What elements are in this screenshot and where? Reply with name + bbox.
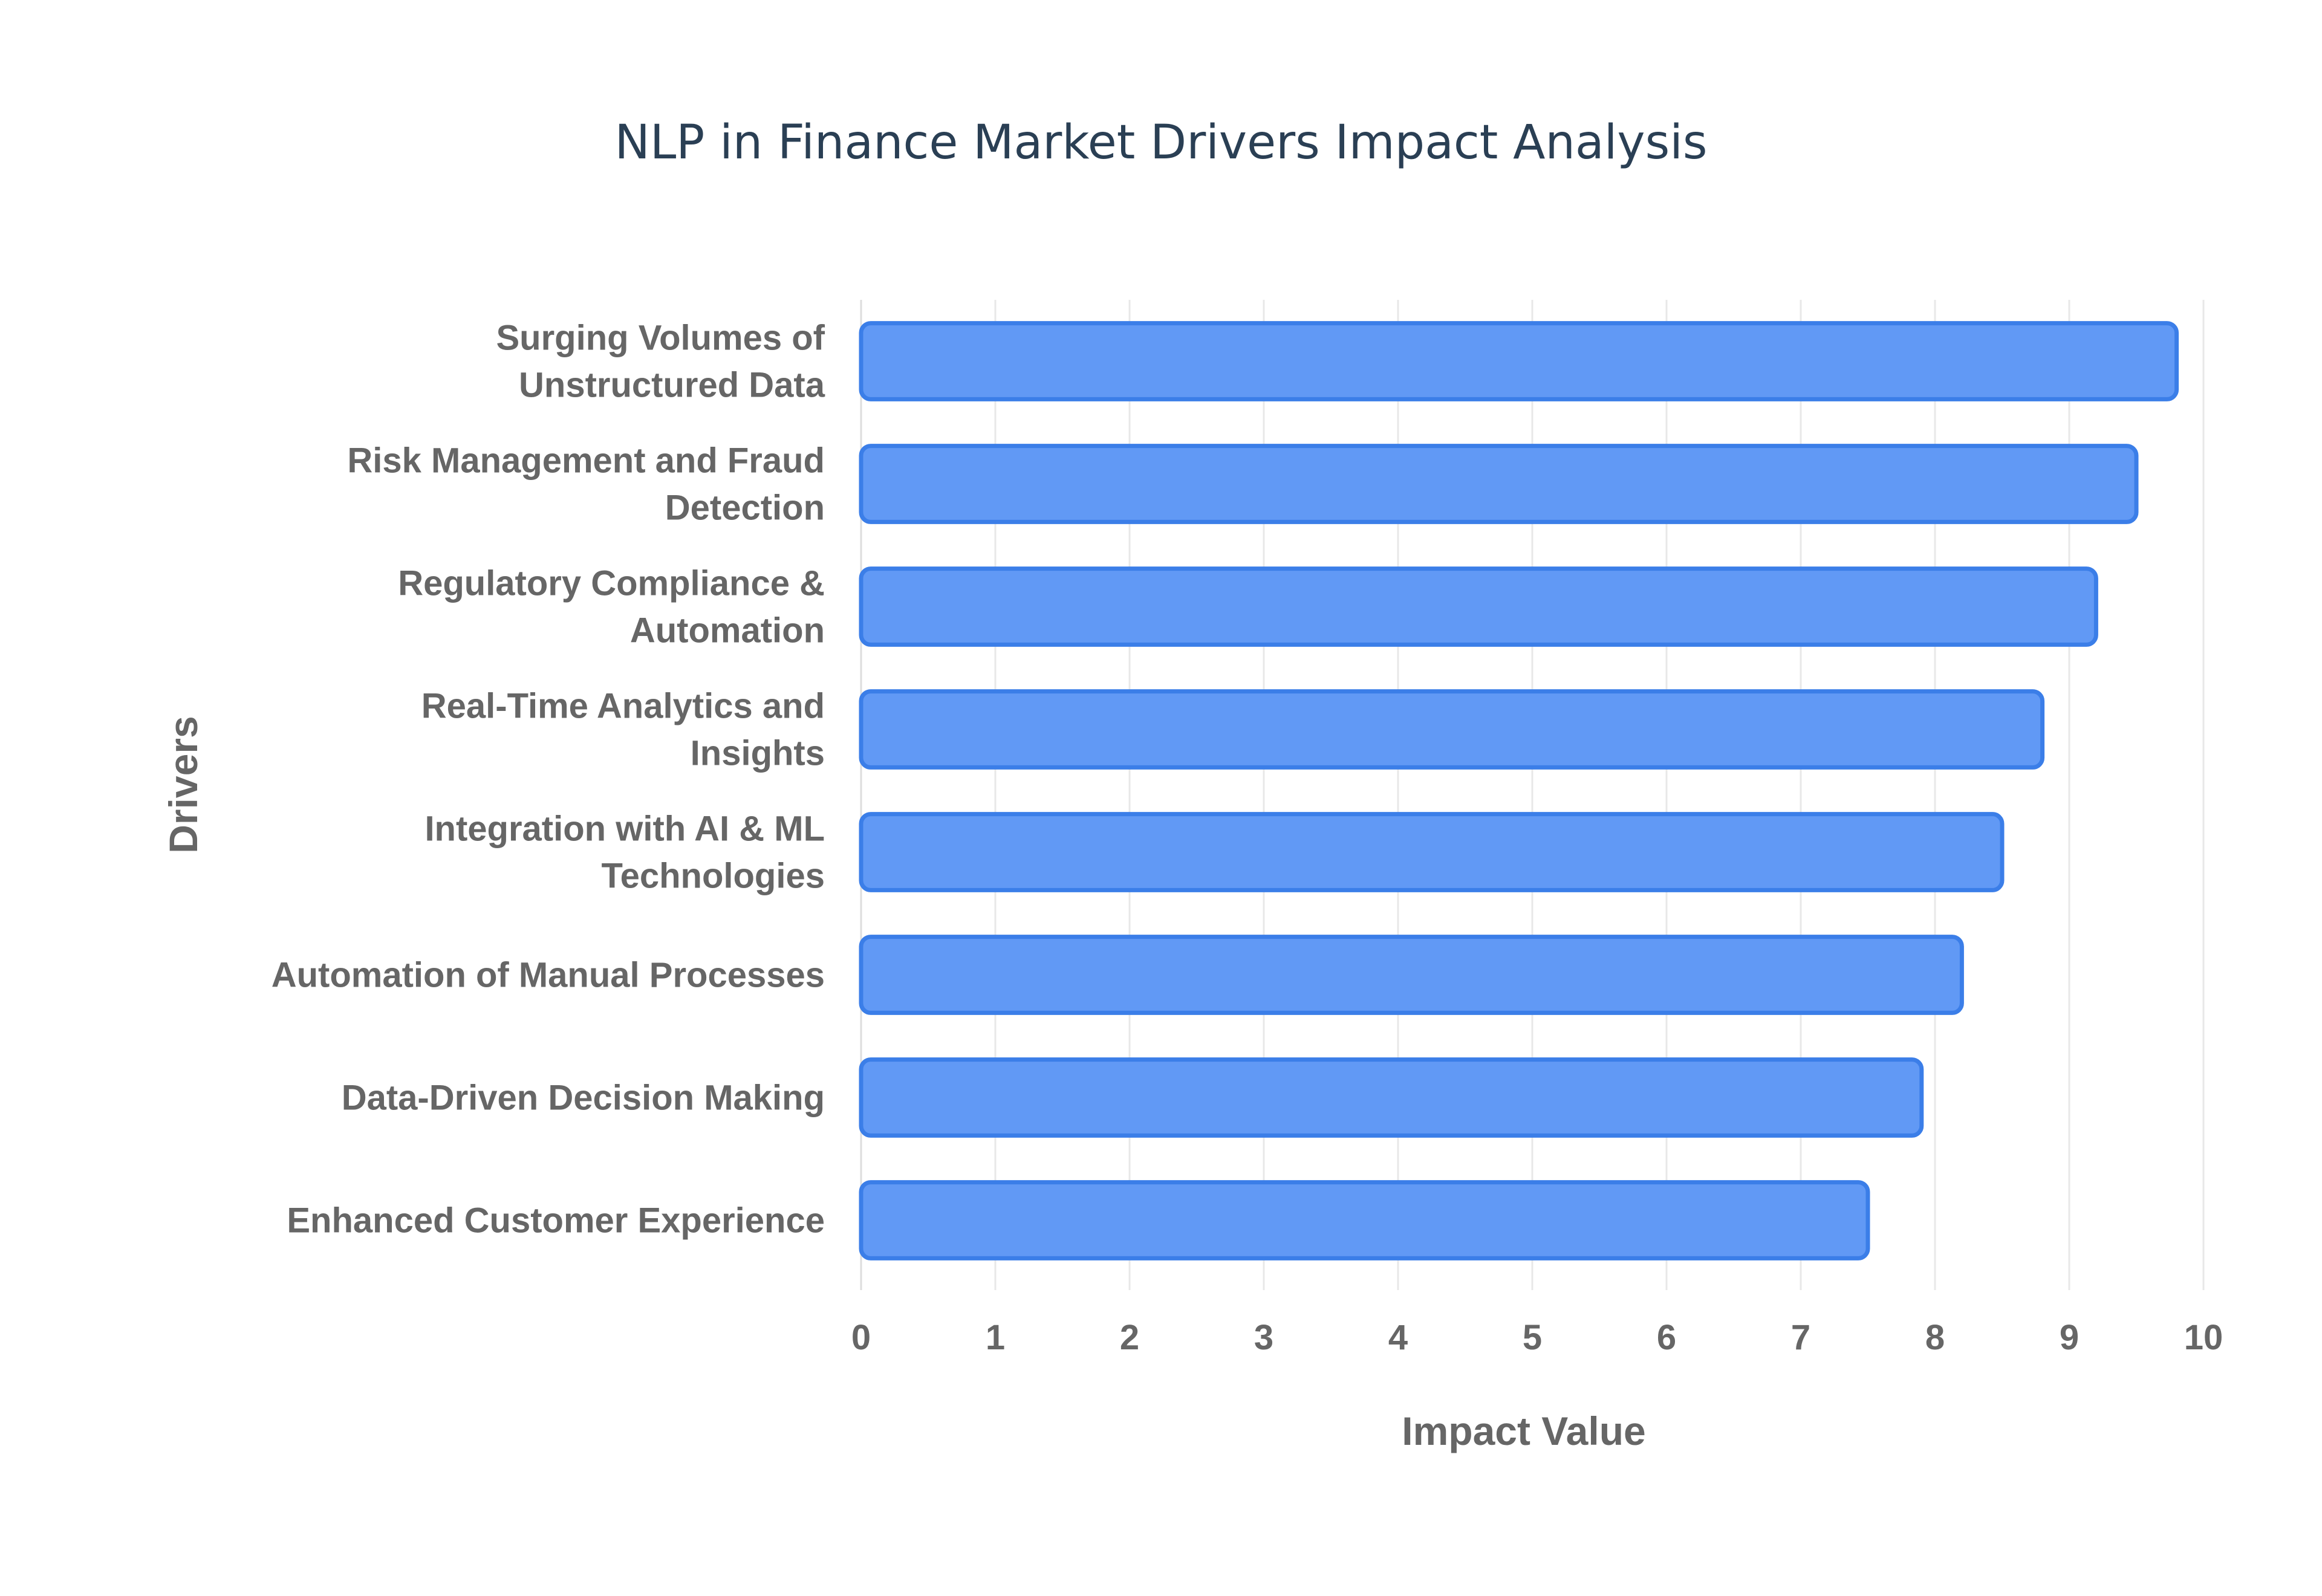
category-label: Risk Management and Fraud bbox=[347, 441, 825, 481]
bar bbox=[859, 812, 2005, 892]
x-tick-label: 1 bbox=[986, 1318, 1005, 1357]
category-label: Automation of Manual Processes bbox=[272, 956, 825, 995]
x-tick-label: 4 bbox=[1388, 1318, 1408, 1357]
category-label: Detection bbox=[665, 488, 825, 528]
bar bbox=[859, 935, 1964, 1015]
category-label: Surging Volumes of bbox=[496, 319, 825, 358]
bar bbox=[859, 321, 2179, 401]
x-tick-label: 6 bbox=[1657, 1318, 1676, 1357]
category-label: Data-Driven Decision Making bbox=[342, 1079, 825, 1118]
bar bbox=[859, 689, 2045, 770]
category-label: Technologies bbox=[601, 857, 825, 896]
bar bbox=[859, 1180, 1870, 1260]
chart-title: NLP in Finance Market Drivers Impact Ana… bbox=[614, 115, 1707, 170]
category-label: Real-Time Analytics and bbox=[421, 687, 825, 726]
x-tick-label: 5 bbox=[1523, 1318, 1542, 1357]
bar bbox=[859, 444, 2139, 524]
category-label: Insights bbox=[691, 734, 825, 773]
x-tick-label: 7 bbox=[1791, 1318, 1810, 1357]
x-tick-labels: 0 1 2 3 4 5 6 7 8 9 10 bbox=[851, 1318, 2223, 1357]
x-tick-label: 3 bbox=[1254, 1318, 1273, 1357]
x-tick-label: 8 bbox=[1925, 1318, 1945, 1357]
bar bbox=[859, 566, 2098, 647]
category-label: Regulatory Compliance & bbox=[398, 564, 825, 603]
category-label: Automation bbox=[630, 611, 825, 650]
x-tick-label: 2 bbox=[1120, 1318, 1139, 1357]
bars bbox=[859, 321, 2179, 1260]
y-axis-title: Drivers bbox=[161, 716, 206, 854]
category-label: Unstructured Data bbox=[519, 366, 825, 405]
x-axis-title: Impact Value bbox=[1402, 1409, 1646, 1453]
category-label: Integration with AI & ML bbox=[424, 809, 825, 849]
category-labels: Surging Volumes of Unstructured Data Risk … bbox=[272, 319, 825, 1241]
x-tick-label: 10 bbox=[2184, 1318, 2223, 1357]
x-tick-label: 0 bbox=[851, 1318, 871, 1357]
category-label: Enhanced Customer Experience bbox=[287, 1201, 825, 1241]
x-tick-label: 9 bbox=[2060, 1318, 2079, 1357]
bar bbox=[859, 1057, 1924, 1138]
